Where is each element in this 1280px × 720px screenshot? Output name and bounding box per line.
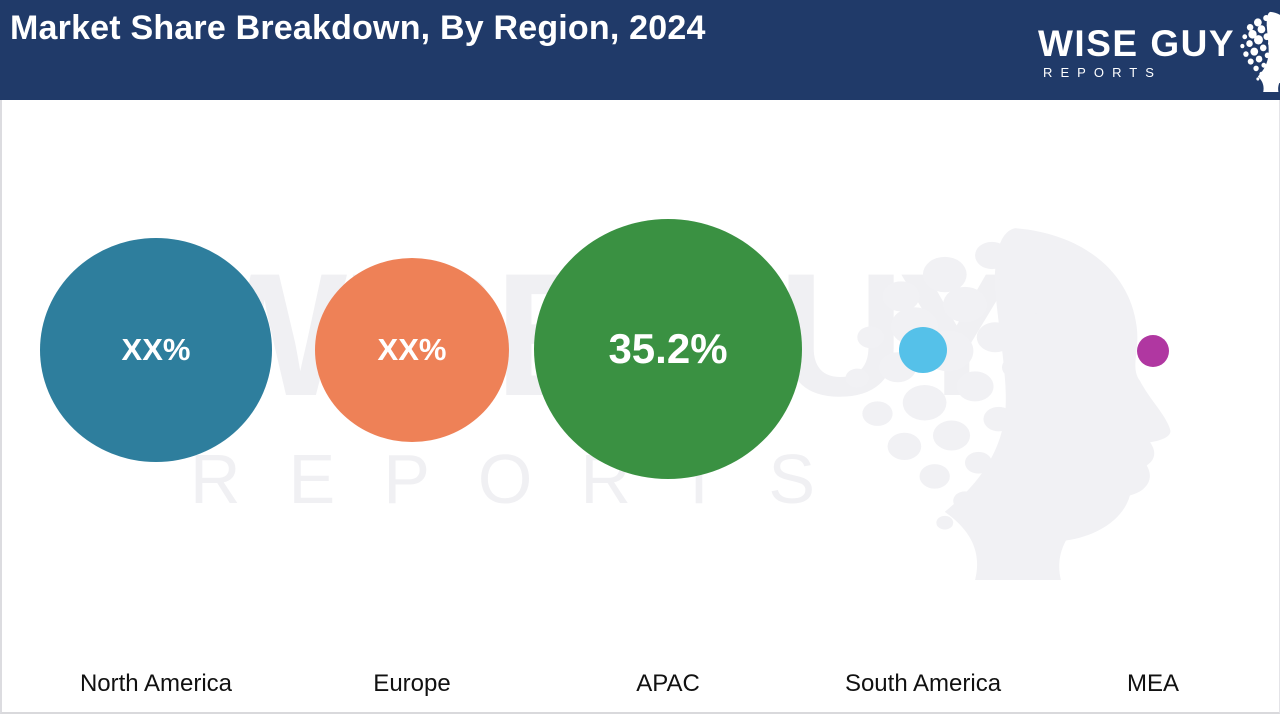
category-label-europe: Europe — [373, 670, 451, 697]
bubble-mea — [1137, 335, 1169, 367]
wise-guy-head-icon — [1240, 11, 1280, 92]
watermark-head-icon — [845, 228, 1171, 580]
logo-text: WISE GUY REPORTS — [1038, 22, 1236, 81]
category-label-mea: MEA — [1126, 670, 1180, 697]
logo-wordmark: WISE GUY — [1038, 22, 1236, 64]
bubble-south-america — [899, 327, 947, 373]
category-label-north-america: North America — [79, 670, 233, 697]
category-label-apac: APAC — [636, 670, 700, 697]
bubble-value-label: XX% — [121, 332, 191, 367]
header-bar: Market Share Breakdown, By Region, 2024 … — [0, 0, 1280, 100]
category-label-south-america: South America — [844, 670, 1002, 697]
logo-subtext: REPORTS — [1043, 65, 1163, 81]
wise-guy-logo: WISE GUY REPORTS — [1038, 11, 1280, 92]
watermark-subtext: REPORTS — [190, 440, 864, 518]
chart-area: WISE GUY REPORTS XX%XX%35.2% North Ameri… — [0, 100, 1280, 714]
bubble-value-label: XX% — [377, 332, 447, 367]
bubble-north-america: XX% — [40, 238, 272, 462]
bubble-europe: XX% — [315, 258, 509, 442]
bubble-value-label: 35.2% — [608, 325, 728, 372]
page-title: Market Share Breakdown, By Region, 2024 — [10, 9, 706, 47]
bubble-apac: 35.2% — [534, 219, 802, 479]
